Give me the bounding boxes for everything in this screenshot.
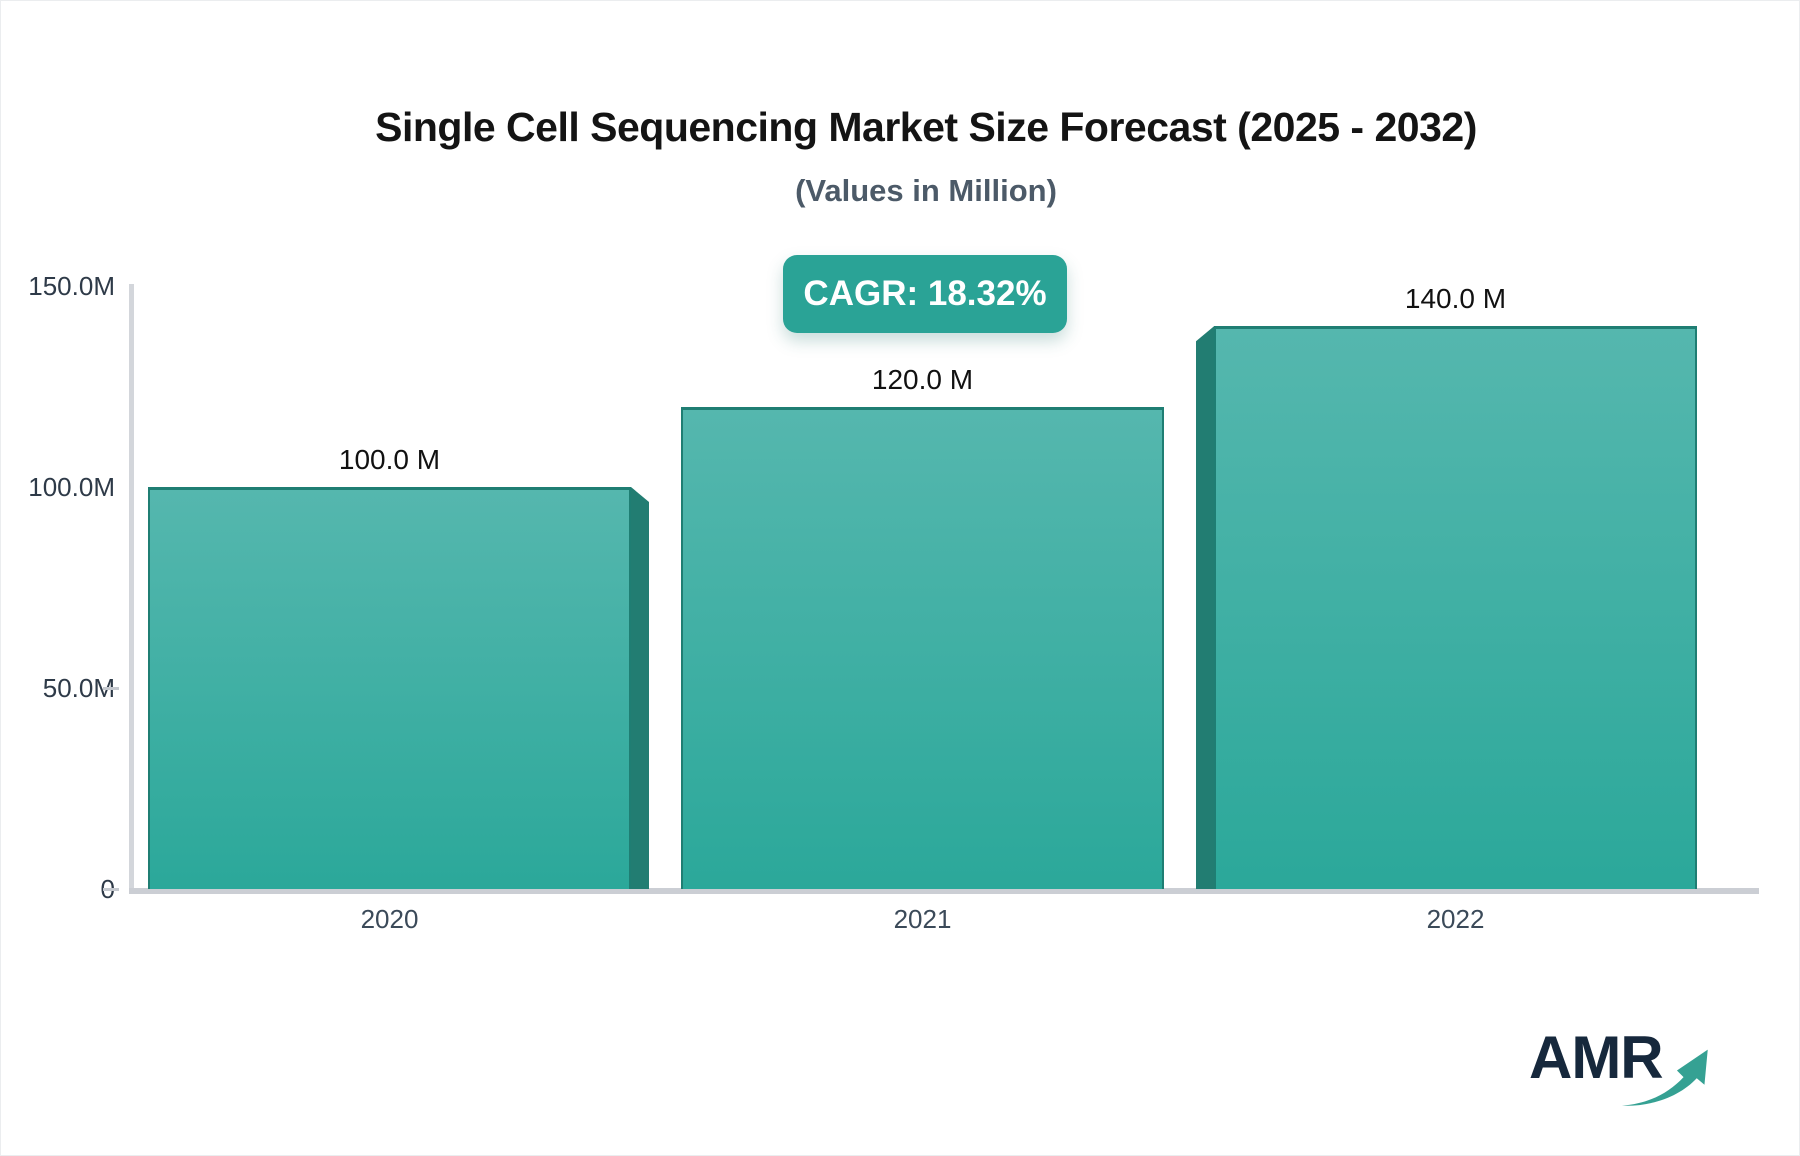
x-axis-label-2021: 2021 [893,904,952,934]
bar-3d-side-2022 [1196,326,1214,889]
bar-value-label-2021: 120.0 M [871,363,974,395]
bar-value-label-2022: 140.0 M [1404,283,1507,315]
y-axis-tick-mark [103,687,119,690]
cagr-badge: CAGR: 18.32% [783,255,1067,333]
y-axis-tick-label-150.0M: 150.0M [28,271,115,301]
y-axis-tick-label-50.0M: 50.0M [42,673,115,703]
x-axis-line [129,888,1759,894]
bar-2020[interactable] [148,487,631,889]
bar-2021[interactable] [681,406,1164,889]
amr-logo-text: AMR [1529,1024,1664,1091]
chart-title: Single Cell Sequencing Market Size Forec… [375,104,1477,150]
y-axis-line [129,284,134,894]
y-axis-tick-mark [103,888,119,891]
bar-3d-side-2020 [631,487,649,889]
chart-subtitle: (Values in Million) [795,173,1057,208]
bar-value-label-2020: 100.0 M [338,444,441,475]
x-axis-label-2022: 2022 [1426,904,1485,934]
bar-2022[interactable] [1214,326,1697,889]
y-axis-tick-label-100.0M: 100.0M [28,472,115,502]
trending-up-arrow-icon [1621,1049,1708,1106]
amr-logo: AMR [1529,1023,1714,1113]
y-axis-tick-label-0: 0 [15,874,115,904]
x-axis-label-2020: 2020 [360,904,419,934]
